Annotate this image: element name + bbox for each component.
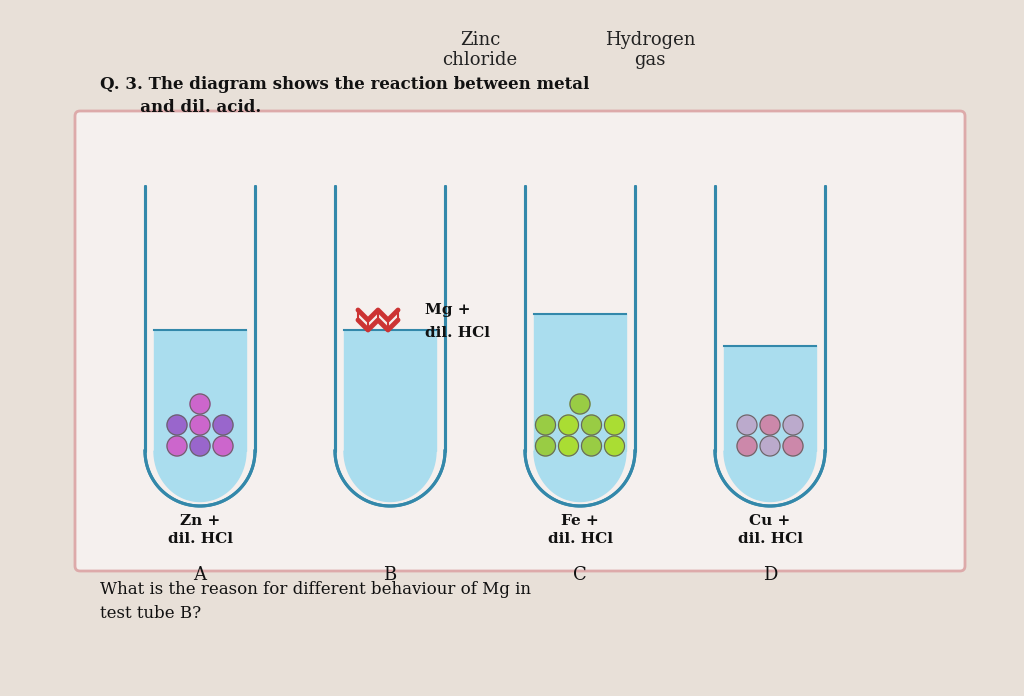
Text: dil. HCl: dil. HCl (425, 326, 490, 340)
Circle shape (213, 415, 233, 435)
Circle shape (213, 436, 233, 456)
Text: D: D (763, 566, 777, 584)
Circle shape (604, 436, 625, 456)
Text: What is the reason for different behaviour of Mg in
test tube B?: What is the reason for different behavio… (100, 581, 531, 622)
Text: Hydrogen: Hydrogen (605, 31, 695, 49)
Text: Mg +: Mg + (425, 303, 470, 317)
FancyBboxPatch shape (75, 111, 965, 571)
Text: C: C (573, 566, 587, 584)
Text: chloride: chloride (442, 51, 517, 69)
Text: Zn +
dil. HCl: Zn + dil. HCl (168, 514, 232, 546)
Circle shape (190, 394, 210, 414)
Text: Q. 3. The diagram shows the reaction between metal
       and dil. acid.: Q. 3. The diagram shows the reaction bet… (100, 76, 590, 116)
Polygon shape (344, 451, 436, 502)
Circle shape (570, 394, 590, 414)
Text: Fe +
dil. HCl: Fe + dil. HCl (548, 514, 612, 546)
Circle shape (167, 436, 187, 456)
Circle shape (558, 436, 579, 456)
Circle shape (760, 415, 780, 435)
Polygon shape (534, 451, 626, 502)
Text: Zinc: Zinc (460, 31, 500, 49)
Circle shape (737, 415, 757, 435)
Bar (344, 330, 436, 451)
Circle shape (582, 436, 601, 456)
Circle shape (582, 415, 601, 435)
Circle shape (783, 415, 803, 435)
Circle shape (167, 415, 187, 435)
Text: A: A (194, 566, 207, 584)
Text: gas: gas (634, 51, 666, 69)
Polygon shape (154, 451, 246, 502)
Circle shape (536, 436, 555, 456)
Text: Cu +
dil. HCl: Cu + dil. HCl (737, 514, 803, 546)
Circle shape (760, 436, 780, 456)
Circle shape (190, 415, 210, 435)
Circle shape (536, 415, 555, 435)
Bar (724, 346, 816, 451)
Circle shape (604, 415, 625, 435)
Bar (154, 330, 246, 451)
Circle shape (190, 436, 210, 456)
Circle shape (737, 436, 757, 456)
Bar (534, 314, 626, 451)
Circle shape (783, 436, 803, 456)
Polygon shape (724, 451, 816, 502)
Text: B: B (383, 566, 396, 584)
Circle shape (558, 415, 579, 435)
